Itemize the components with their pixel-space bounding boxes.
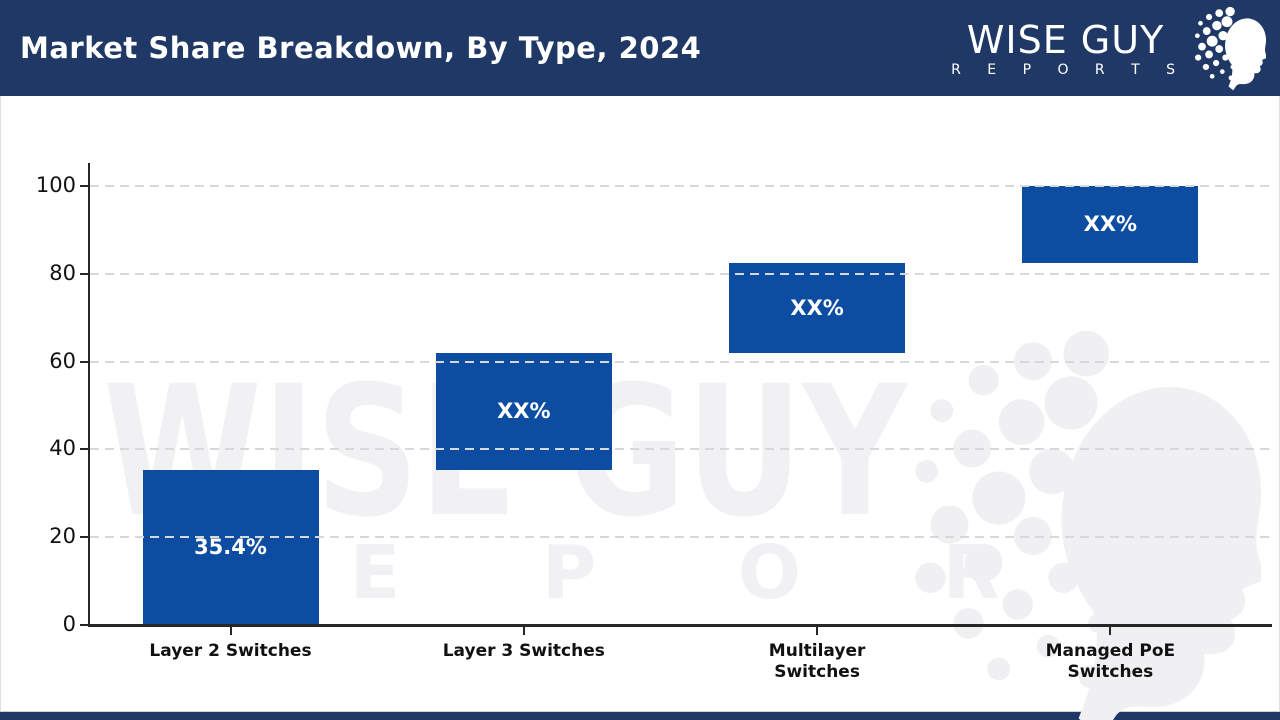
y-tick-label: 80 [49,260,76,285]
y-tick-mark [80,360,88,363]
x-tick-label: Managed PoE Switches [1045,641,1176,683]
y-tick-mark [80,536,88,539]
bar: 35.4% [142,469,319,625]
x-axis [88,624,1272,627]
logo-text: WISE GUY R E P O R T S [945,21,1186,78]
bar: XX% [435,352,612,470]
y-tick-label: 100 [35,173,76,197]
gridline [90,536,1270,539]
y-tick-label: 20 [49,524,76,549]
y-tick-label: 60 [49,348,76,373]
y-tick-label: 40 [49,436,76,461]
x-tick-mark [816,627,819,635]
gridline [90,360,1270,363]
watermark-head-icon [915,330,1261,720]
y-tick-mark [80,448,88,451]
page-title: Market Share Breakdown, By Type, 2024 [20,31,702,65]
x-tick-label: Multilayer Switches [768,641,866,683]
y-tick-label: 0 [62,612,76,636]
footer-divider [0,711,1280,712]
x-tick-mark [522,627,525,635]
y-tick-mark [80,272,88,275]
footer-bar [0,712,1280,720]
logo: WISE GUY R E P O R T S [945,6,1266,92]
logo-subtitle: R E P O R T S [951,61,1186,78]
bar-value-label: XX% [497,399,551,424]
header: Market Share Breakdown, By Type, 2024 WI… [0,0,1280,96]
y-tick-mark [80,185,88,187]
x-tick-mark [1109,627,1112,635]
logo-wordmark: WISE GUY [966,17,1165,62]
bar-value-label: 35.4% [194,535,267,560]
gridline [90,185,1270,187]
x-tick-mark [229,627,232,635]
bar-value-label: XX% [790,295,844,320]
bar: XX% [1022,186,1199,263]
x-tick-label: Layer 3 Switches [442,641,605,661]
y-axis [88,163,90,627]
gridline [90,448,1270,451]
logo-face-icon [1195,6,1266,91]
gridline [90,272,1270,275]
x-tick-label: Layer 2 Switches [149,641,312,661]
bar: XX% [729,262,906,353]
y-tick-mark [80,624,88,626]
bar-value-label: XX% [1083,212,1138,237]
